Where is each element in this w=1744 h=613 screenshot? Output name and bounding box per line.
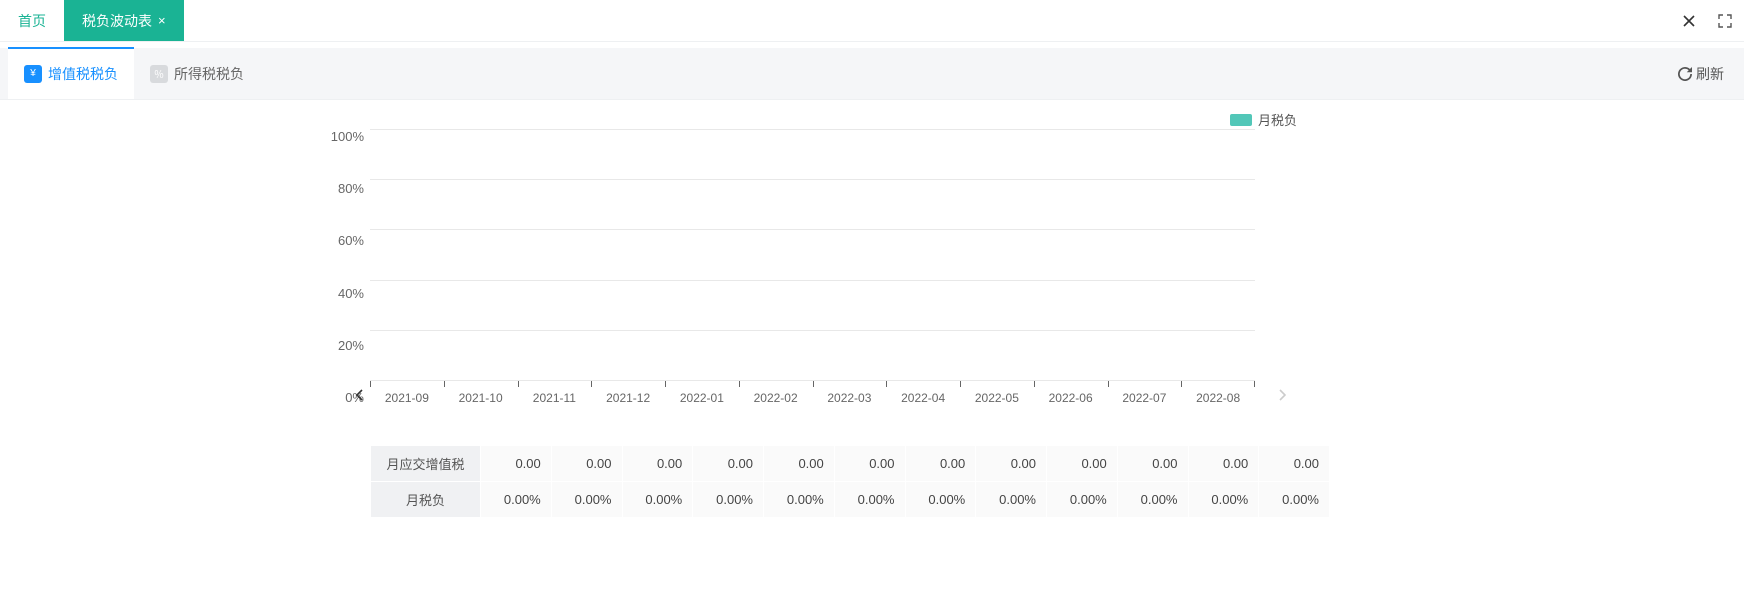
table-cell: 0.00% bbox=[1259, 482, 1330, 518]
table-cell: 0.00% bbox=[481, 482, 552, 518]
x-tick-label: 2022-07 bbox=[1108, 381, 1182, 405]
refresh-icon bbox=[1678, 67, 1692, 81]
x-tick-label: 2021-12 bbox=[591, 381, 665, 405]
legend-swatch bbox=[1230, 114, 1252, 126]
table-cell: 0.00% bbox=[1047, 482, 1118, 518]
table-cell: 0.00% bbox=[1188, 482, 1259, 518]
table-cell: 0.00 bbox=[1047, 446, 1118, 482]
x-tick-label: 2021-09 bbox=[370, 381, 444, 405]
table-cell: 0.00% bbox=[551, 482, 622, 518]
top-tab-bar: 首页 税负波动表 × bbox=[0, 0, 1744, 42]
chart-y-labels: 100%80%60%40%20%0% bbox=[310, 129, 364, 405]
table-cell: 0.00 bbox=[764, 446, 835, 482]
table-cell: 0.00 bbox=[1259, 446, 1330, 482]
table-cell: 0.00% bbox=[976, 482, 1047, 518]
gridline bbox=[370, 129, 1255, 130]
x-tick-label: 2021-10 bbox=[444, 381, 518, 405]
table-cell: 0.00 bbox=[693, 446, 764, 482]
fullscreen-icon bbox=[1717, 13, 1733, 29]
tab-tax-fluctuation[interactable]: 税负波动表 × bbox=[64, 0, 184, 41]
data-table: 月应交增值税 0.000.000.000.000.000.000.000.000… bbox=[370, 445, 1330, 518]
table-cell: 0.00 bbox=[551, 446, 622, 482]
y-tick-label: 80% bbox=[310, 181, 364, 196]
x-tick-label: 2022-03 bbox=[813, 381, 887, 405]
chart-prev-button[interactable] bbox=[350, 385, 370, 405]
sub-tab-row: ¥ 增值税税负 ％ 所得税税负 刷新 bbox=[0, 48, 1744, 100]
table-cell: 0.00 bbox=[622, 446, 693, 482]
table-cell: 0.00 bbox=[481, 446, 552, 482]
table-row: 月税负 0.00%0.00%0.00%0.00%0.00%0.00%0.00%0… bbox=[371, 482, 1330, 518]
table-cell: 0.00 bbox=[1117, 446, 1188, 482]
x-tick-label: 2022-06 bbox=[1034, 381, 1108, 405]
x-tick-label: 2022-08 bbox=[1181, 381, 1255, 405]
x-icon bbox=[1681, 13, 1697, 29]
subtab-vat[interactable]: ¥ 增值税税负 bbox=[8, 48, 134, 99]
fullscreen-button[interactable] bbox=[1714, 10, 1736, 32]
table-row: 月应交增值税 0.000.000.000.000.000.000.000.000… bbox=[371, 446, 1330, 482]
vat-icon: ¥ bbox=[24, 65, 42, 83]
tab-home[interactable]: 首页 bbox=[0, 0, 64, 41]
chart-block: 月税负 100%80%60%40%20%0% 2021-092021-10202… bbox=[0, 100, 1330, 518]
table-cell: 0.00% bbox=[693, 482, 764, 518]
table-cell: 0.00% bbox=[1117, 482, 1188, 518]
x-tick-label: 2022-01 bbox=[665, 381, 739, 405]
refresh-button[interactable]: 刷新 bbox=[1678, 64, 1724, 84]
row-header-tax-burden: 月税负 bbox=[371, 482, 481, 518]
table-cell: 0.00 bbox=[905, 446, 976, 482]
gridline bbox=[370, 330, 1255, 331]
y-tick-label: 100% bbox=[310, 129, 364, 144]
table-cell: 0.00% bbox=[834, 482, 905, 518]
y-tick-label: 40% bbox=[310, 286, 364, 301]
y-tick-label: 20% bbox=[310, 338, 364, 353]
table-cell: 0.00 bbox=[1188, 446, 1259, 482]
table-cell: 0.00 bbox=[834, 446, 905, 482]
subtab-income-tax-label: 所得税税负 bbox=[174, 64, 244, 84]
refresh-label: 刷新 bbox=[1696, 64, 1724, 84]
chart-area: 100%80%60%40%20%0% 2021-092021-102021-11… bbox=[370, 129, 1294, 405]
x-tick-label: 2022-02 bbox=[739, 381, 813, 405]
row-header-vat-due: 月应交增值税 bbox=[371, 446, 481, 482]
chart-next-button[interactable] bbox=[1272, 385, 1292, 405]
table-cell: 0.00% bbox=[764, 482, 835, 518]
table-cell: 0.00% bbox=[622, 482, 693, 518]
chart-x-ticks: 2021-092021-102021-112021-122022-012022-… bbox=[370, 381, 1255, 405]
table-cell: 0.00% bbox=[905, 482, 976, 518]
gridline bbox=[370, 179, 1255, 180]
table-cell: 0.00 bbox=[976, 446, 1047, 482]
close-icon[interactable]: × bbox=[158, 14, 166, 27]
close-panel-button[interactable] bbox=[1678, 10, 1700, 32]
chevron-left-icon bbox=[354, 389, 366, 401]
legend-label: 月税负 bbox=[1258, 110, 1297, 129]
top-bar-actions bbox=[1678, 0, 1736, 41]
x-tick-label: 2022-04 bbox=[886, 381, 960, 405]
gridline bbox=[370, 280, 1255, 281]
x-tick-label: 2022-05 bbox=[960, 381, 1034, 405]
chevron-right-icon bbox=[1276, 389, 1288, 401]
subtab-vat-label: 增值税税负 bbox=[48, 64, 118, 84]
tab-home-label: 首页 bbox=[18, 11, 46, 31]
y-tick-label: 60% bbox=[310, 233, 364, 248]
x-tick-label: 2021-11 bbox=[518, 381, 592, 405]
income-tax-icon: ％ bbox=[150, 65, 168, 83]
chart-grid bbox=[370, 129, 1255, 381]
tab-tax-fluctuation-label: 税负波动表 bbox=[82, 11, 152, 31]
gridline bbox=[370, 229, 1255, 230]
chart-legend: 月税负 bbox=[1230, 110, 1330, 129]
subtab-income-tax[interactable]: ％ 所得税税负 bbox=[134, 48, 260, 99]
